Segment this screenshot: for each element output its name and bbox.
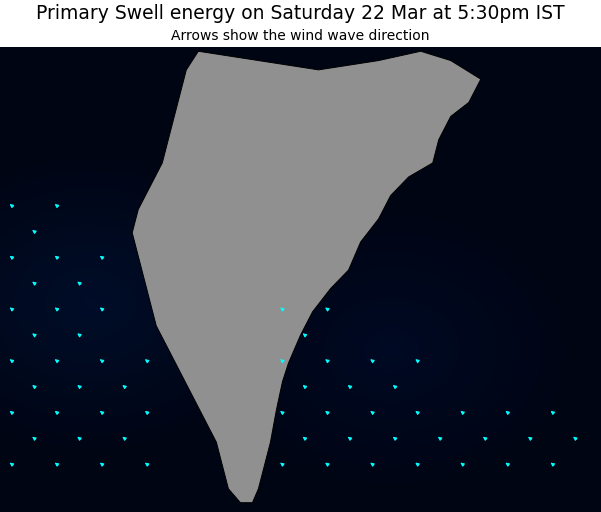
Text: Primary Swell energy on Saturday 22 Mar at 5:30pm IST: Primary Swell energy on Saturday 22 Mar … <box>36 4 565 23</box>
Text: Arrows show the wind wave direction: Arrows show the wind wave direction <box>171 29 430 44</box>
Polygon shape <box>132 51 481 503</box>
